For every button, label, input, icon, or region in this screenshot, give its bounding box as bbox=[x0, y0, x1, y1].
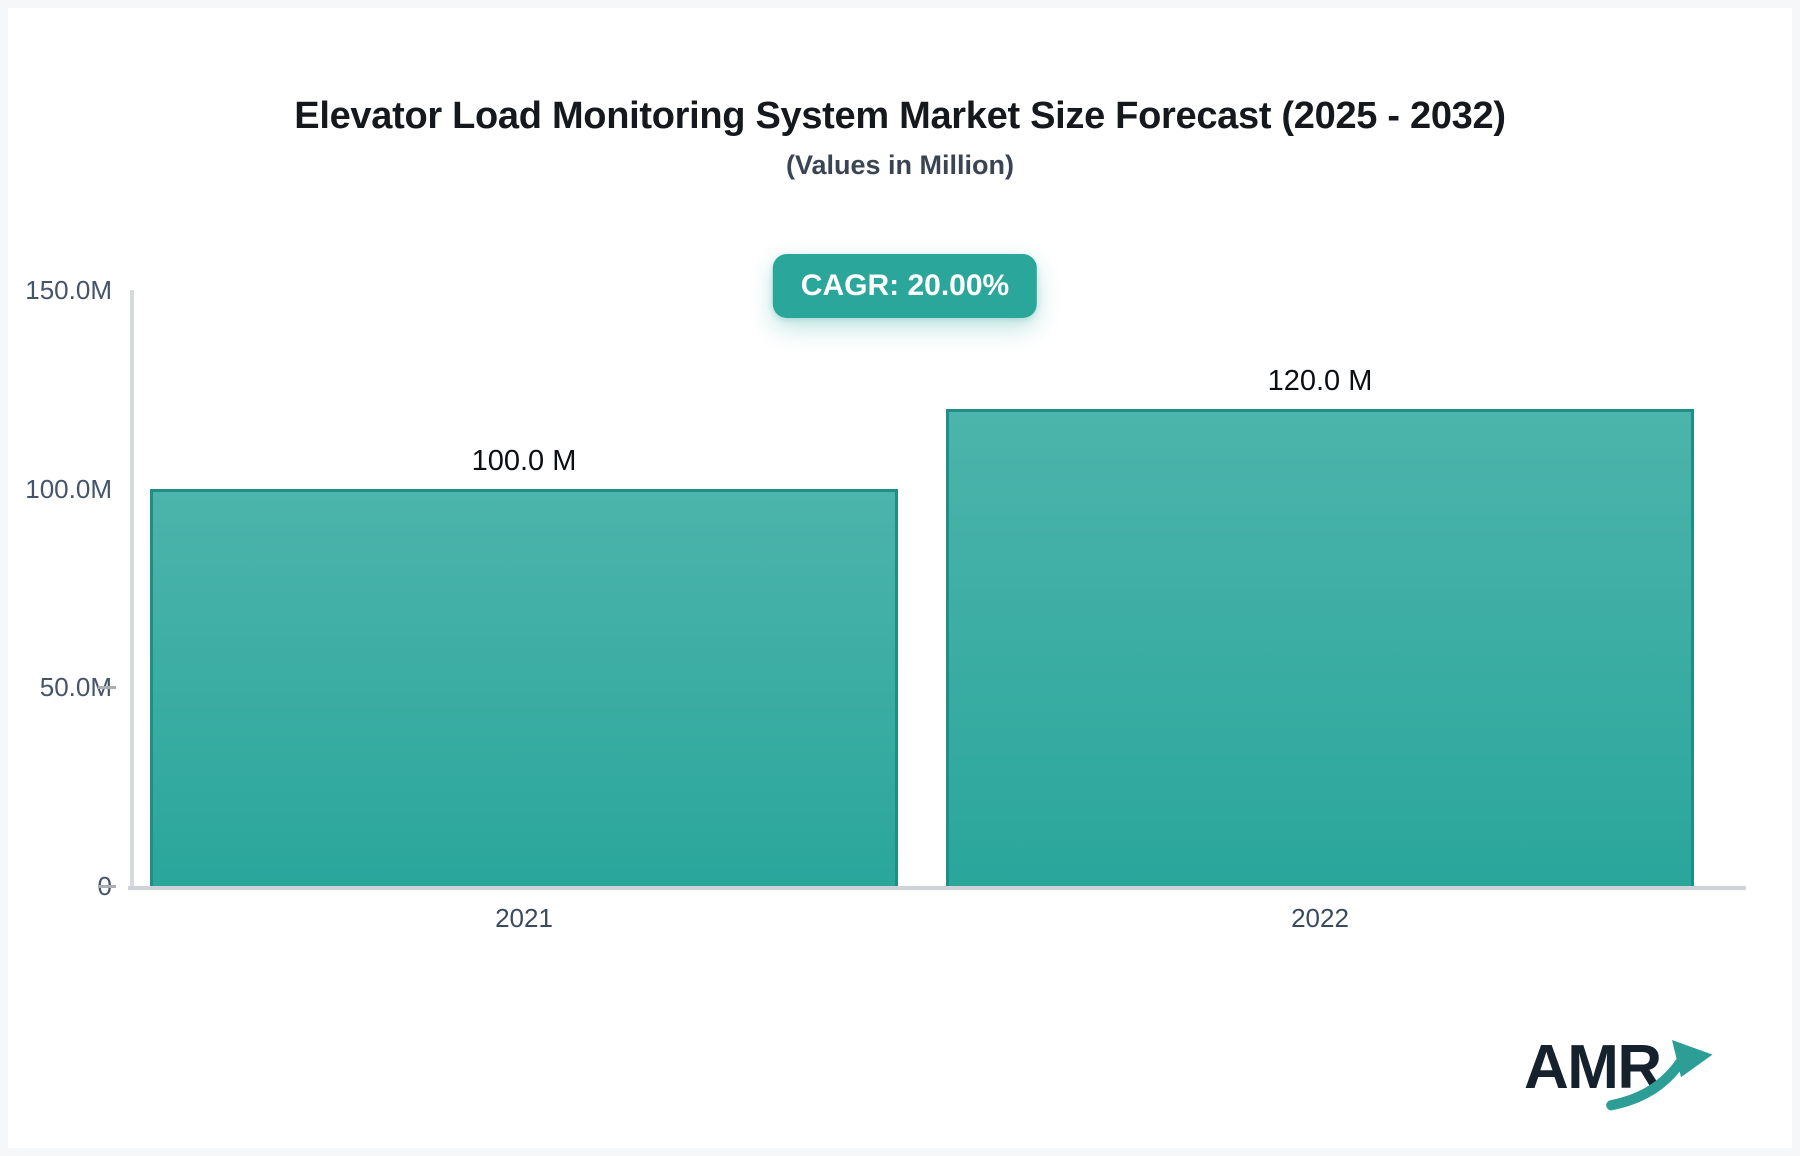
x-axis-line bbox=[128, 886, 1746, 890]
x-axis-category-label-2021: 2021 bbox=[495, 903, 553, 933]
amr-logo: AMR bbox=[1524, 1032, 1734, 1122]
bar-value-label-2021: 100.0 M bbox=[471, 445, 577, 477]
bar-2022[interactable] bbox=[946, 409, 1694, 886]
y-axis-tick-label: 50.0M bbox=[39, 672, 112, 703]
y-axis-tick-label: 150.0M bbox=[25, 275, 112, 305]
y-axis-tick-mark bbox=[98, 884, 116, 888]
y-axis-tick-mark bbox=[98, 685, 116, 689]
chart-subtitle: (Values in Million) bbox=[785, 150, 1015, 180]
cagr-badge: CAGR: 20.00% bbox=[772, 254, 1038, 318]
chart-title: Elevator Load Monitoring System Market S… bbox=[294, 95, 1506, 137]
amr-logo-text: AMR bbox=[1524, 1033, 1662, 1102]
x-axis-category-label-2022: 2022 bbox=[1291, 903, 1349, 933]
bar-value-label-2022: 120.0 M bbox=[1267, 365, 1373, 397]
y-axis-tick-label: 0 bbox=[0, 872, 112, 900]
growth-arrow-icon bbox=[1606, 1040, 1713, 1111]
bar-2021[interactable] bbox=[150, 489, 898, 886]
y-axis-tick-label: 100.0M bbox=[25, 473, 112, 504]
y-axis-line bbox=[130, 290, 134, 890]
